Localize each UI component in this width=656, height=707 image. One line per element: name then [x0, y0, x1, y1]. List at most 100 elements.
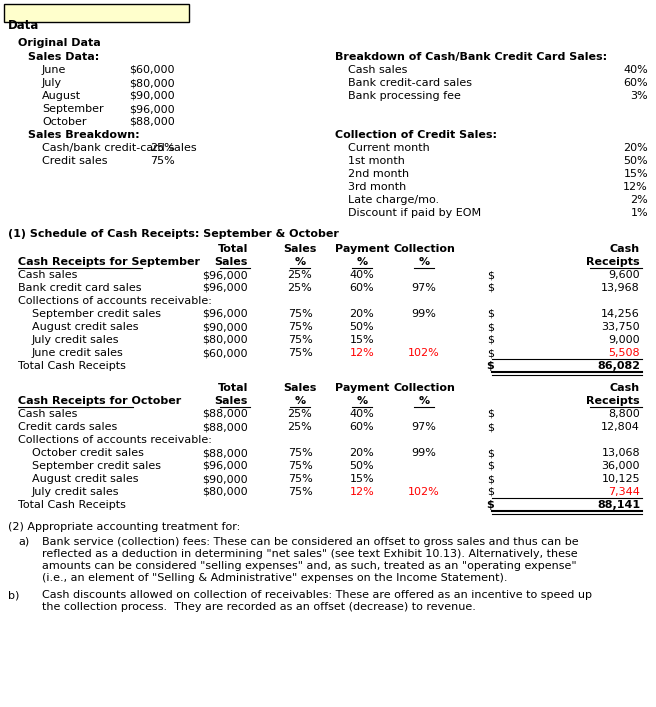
Text: $: $ [487, 335, 494, 345]
Text: 2%: 2% [630, 195, 648, 205]
Text: $90,000: $90,000 [129, 91, 175, 101]
Text: Sales Breakdown:: Sales Breakdown: [28, 130, 140, 140]
Text: 12%: 12% [350, 487, 375, 497]
Text: July credit sales: July credit sales [32, 335, 119, 345]
Text: July: July [42, 78, 62, 88]
Text: Payment: Payment [335, 383, 389, 393]
Text: 20%: 20% [623, 143, 648, 153]
Text: 50%: 50% [350, 322, 375, 332]
Text: (i.e., an element of "Selling & Administrative" expenses on the Income Statement: (i.e., an element of "Selling & Administ… [42, 573, 508, 583]
Text: $: $ [487, 448, 494, 458]
Text: 86,082: 86,082 [597, 361, 640, 371]
Text: 25%: 25% [150, 143, 175, 153]
Text: 99%: 99% [411, 448, 436, 458]
Text: September: September [42, 104, 104, 114]
Text: Sales Data:: Sales Data: [28, 52, 99, 62]
Text: Total: Total [218, 383, 248, 393]
Text: 3rd month: 3rd month [348, 182, 406, 192]
Text: 25%: 25% [287, 270, 312, 280]
Text: 15%: 15% [350, 335, 375, 345]
Text: 13,968: 13,968 [602, 283, 640, 293]
Text: 12,804: 12,804 [601, 422, 640, 432]
Text: Credit sales: Credit sales [42, 156, 108, 166]
Text: %: % [356, 396, 367, 406]
Text: 36,000: 36,000 [602, 461, 640, 471]
Text: 75%: 75% [287, 348, 312, 358]
Text: $96,000: $96,000 [202, 461, 248, 471]
Text: 25%: 25% [287, 283, 312, 293]
Text: 75%: 75% [287, 461, 312, 471]
Text: Cash discounts allowed on collection of receivables: These are offered as an inc: Cash discounts allowed on collection of … [42, 590, 592, 600]
Text: 12%: 12% [350, 348, 375, 358]
Text: 1st month: 1st month [348, 156, 405, 166]
Text: Discount if paid by EOM: Discount if paid by EOM [348, 208, 481, 218]
Text: $88,000: $88,000 [202, 422, 248, 432]
Text: 25%: 25% [287, 409, 312, 419]
Text: 40%: 40% [623, 65, 648, 75]
Text: 9,600: 9,600 [608, 270, 640, 280]
Text: Current month: Current month [348, 143, 430, 153]
Text: $: $ [487, 309, 494, 319]
Text: Collections of accounts receivable:: Collections of accounts receivable: [18, 435, 212, 445]
Text: 75%: 75% [287, 322, 312, 332]
Text: Sales: Sales [283, 244, 317, 254]
Text: 75%: 75% [150, 156, 175, 166]
Text: $: $ [487, 348, 494, 358]
Text: 12%: 12% [623, 182, 648, 192]
Text: Receipts: Receipts [586, 396, 640, 406]
Text: 60%: 60% [623, 78, 648, 88]
Text: 20%: 20% [350, 448, 375, 458]
Text: Sales: Sales [215, 257, 248, 267]
FancyBboxPatch shape [4, 4, 189, 22]
Text: Cash: Cash [610, 383, 640, 393]
Text: 9,000: 9,000 [608, 335, 640, 345]
Text: $: $ [486, 361, 494, 371]
Text: $96,000: $96,000 [202, 309, 248, 319]
Text: August credit sales: August credit sales [32, 474, 138, 484]
Text: $96,000: $96,000 [202, 283, 248, 293]
Text: 20%: 20% [350, 309, 375, 319]
Text: 13,068: 13,068 [602, 448, 640, 458]
Text: %: % [356, 257, 367, 267]
Text: Cash Receipts for October: Cash Receipts for October [18, 396, 181, 406]
Text: Total: Total [218, 244, 248, 254]
Text: Receipts: Receipts [586, 257, 640, 267]
Text: September credit sales: September credit sales [32, 309, 161, 319]
Text: $80,000: $80,000 [202, 487, 248, 497]
Text: Sales: Sales [215, 396, 248, 406]
Text: $96,000: $96,000 [202, 270, 248, 280]
Text: Cash sales: Cash sales [18, 270, 77, 280]
Text: 102%: 102% [408, 487, 440, 497]
Text: Original Data: Original Data [18, 38, 101, 48]
Text: 15%: 15% [350, 474, 375, 484]
Text: July credit sales: July credit sales [32, 487, 119, 497]
Text: October credit sales: October credit sales [32, 448, 144, 458]
Text: $88,000: $88,000 [202, 448, 248, 458]
Text: $88,000: $88,000 [202, 409, 248, 419]
Text: 60%: 60% [350, 422, 375, 432]
Text: 75%: 75% [287, 309, 312, 319]
Text: 75%: 75% [287, 474, 312, 484]
Text: 14,256: 14,256 [602, 309, 640, 319]
Text: 40%: 40% [350, 409, 375, 419]
Text: Cash sales: Cash sales [18, 409, 77, 419]
Text: $90,000: $90,000 [202, 322, 248, 332]
Text: Collection of Credit Sales:: Collection of Credit Sales: [335, 130, 497, 140]
Text: 99%: 99% [411, 309, 436, 319]
Text: Total Cash Receipts: Total Cash Receipts [18, 361, 126, 371]
Text: $80,000: $80,000 [202, 335, 248, 345]
Text: amounts can be considered "selling expenses" and, as such, treated as an "operat: amounts can be considered "selling expen… [42, 561, 577, 571]
Text: Sales: Sales [283, 383, 317, 393]
Text: 75%: 75% [287, 487, 312, 497]
Text: a): a) [18, 537, 30, 547]
Text: October: October [42, 117, 87, 127]
Text: Late charge/mo.: Late charge/mo. [348, 195, 439, 205]
Text: 75%: 75% [287, 448, 312, 458]
Text: Breakdown of Cash/Bank Credit Card Sales:: Breakdown of Cash/Bank Credit Card Sales… [335, 52, 607, 62]
Text: $: $ [487, 487, 494, 497]
Text: Total Cash Receipts: Total Cash Receipts [18, 500, 126, 510]
Text: Bank processing fee: Bank processing fee [348, 91, 461, 101]
Text: 1%: 1% [630, 208, 648, 218]
Text: (2) Appropriate accounting treatment for:: (2) Appropriate accounting treatment for… [8, 522, 240, 532]
Text: 40%: 40% [350, 270, 375, 280]
